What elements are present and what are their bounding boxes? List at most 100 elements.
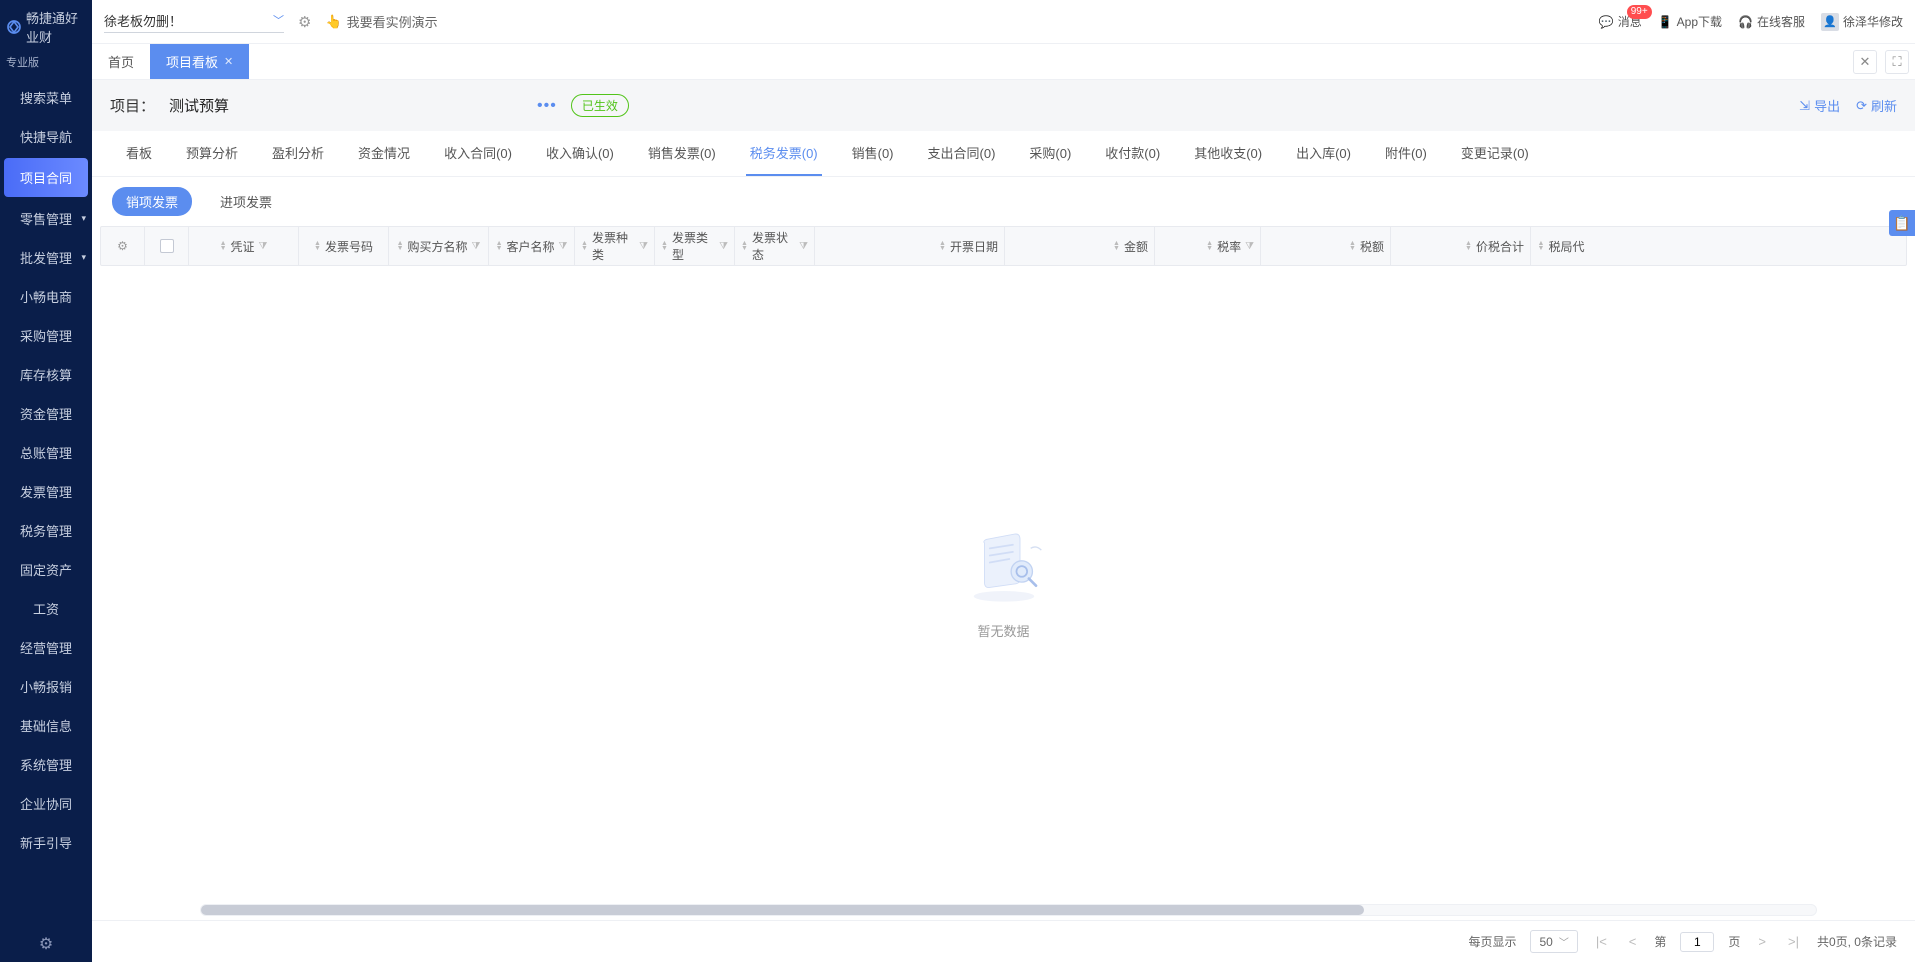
sidebar-item-5[interactable]: 小畅电商 <box>0 277 92 316</box>
page-number-input[interactable] <box>1680 932 1714 952</box>
sort-icon[interactable]: ▲▼ <box>496 241 503 251</box>
sort-icon[interactable]: ▲▼ <box>1465 241 1472 251</box>
module-tab-3[interactable]: 资金情况 <box>354 131 414 176</box>
filter-icon[interactable]: ⧩ <box>259 241 268 252</box>
sidebar-item-13[interactable]: 工资 <box>0 589 92 628</box>
close-icon[interactable]: ✕ <box>224 55 233 68</box>
sidebar-item-3[interactable]: 零售管理▾ <box>0 199 92 238</box>
column-header-9[interactable]: ▲▼税率⧩ <box>1155 227 1261 265</box>
filter-icon[interactable]: ⧩ <box>639 241 648 252</box>
sidebar-item-0[interactable]: 搜索菜单 <box>0 78 92 117</box>
column-header-2[interactable]: ▲▼购买方名称⧩ <box>389 227 489 265</box>
sidebar-item-19[interactable]: 新手引导 <box>0 823 92 862</box>
sidebar-item-9[interactable]: 总账管理 <box>0 433 92 472</box>
module-tab-11[interactable]: 收付款(0) <box>1101 131 1164 176</box>
app-download-button[interactable]: 📱 App下载 <box>1658 13 1722 30</box>
sub-tab-0[interactable]: 销项发票 <box>112 187 192 216</box>
side-help-button[interactable]: 📋 <box>1889 210 1915 236</box>
sidebar-item-18[interactable]: 企业协同 <box>0 784 92 823</box>
sidebar-item-7[interactable]: 库存核算 <box>0 355 92 394</box>
column-settings-button[interactable]: ⚙ <box>101 227 145 265</box>
column-header-5[interactable]: ▲▼发票类型⧩ <box>655 227 735 265</box>
sort-icon[interactable]: ▲▼ <box>1206 241 1213 251</box>
sidebar-item-6[interactable]: 采购管理 <box>0 316 92 355</box>
filter-icon[interactable]: ⧩ <box>472 241 481 252</box>
more-actions-button[interactable]: ••• <box>537 97 557 115</box>
horizontal-scrollbar[interactable] <box>200 904 1817 916</box>
export-button[interactable]: ⇲ 导出 <box>1799 96 1840 115</box>
sidebar-item-11[interactable]: 税务管理 <box>0 511 92 550</box>
sidebar-item-1[interactable]: 快捷导航 <box>0 117 92 156</box>
sidebar-item-12[interactable]: 固定资产 <box>0 550 92 589</box>
brand-name: 畅捷通好业财 <box>26 8 86 46</box>
column-header-7[interactable]: ▲▼开票日期 <box>815 227 1005 265</box>
sidebar-item-16[interactable]: 基础信息 <box>0 706 92 745</box>
last-page-button[interactable]: >| <box>1784 934 1803 949</box>
module-tab-12[interactable]: 其他收支(0) <box>1190 131 1266 176</box>
sort-icon[interactable]: ▲▼ <box>741 241 748 251</box>
settings-icon[interactable]: ⚙ <box>39 936 53 953</box>
sort-icon[interactable]: ▲▼ <box>1113 241 1120 251</box>
module-tab-6[interactable]: 销售发票(0) <box>644 131 720 176</box>
filter-icon[interactable]: ⧩ <box>1245 241 1254 252</box>
filter-icon[interactable]: ⧩ <box>719 241 728 252</box>
column-header-4[interactable]: ▲▼发票种类⧩ <box>575 227 655 265</box>
support-button[interactable]: 🎧 在线客服 <box>1738 13 1805 30</box>
filter-icon[interactable]: ⧩ <box>799 241 808 252</box>
sort-icon[interactable]: ▲▼ <box>1349 241 1356 251</box>
company-selector[interactable]: 徐老板勿删！ ﹀ <box>104 11 284 33</box>
module-tab-1[interactable]: 预算分析 <box>182 131 242 176</box>
sidebar-item-2[interactable]: 项目合同 <box>4 158 88 197</box>
sidebar-item-15[interactable]: 小畅报销 <box>0 667 92 706</box>
sort-icon[interactable]: ▲▼ <box>581 241 588 251</box>
module-tab-0[interactable]: 看板 <box>122 131 156 176</box>
select-all-checkbox[interactable] <box>145 227 189 265</box>
sort-icon[interactable]: ▲▼ <box>1538 241 1545 251</box>
sort-icon[interactable]: ▲▼ <box>661 241 668 251</box>
module-tab-5[interactable]: 收入确认(0) <box>542 131 618 176</box>
module-tab-4[interactable]: 收入合同(0) <box>440 131 516 176</box>
module-tab-7[interactable]: 税务发票(0) <box>746 131 822 176</box>
sort-icon[interactable]: ▲▼ <box>939 241 946 251</box>
column-header-0[interactable]: ▲▼凭证⧩ <box>189 227 299 265</box>
fullscreen-button[interactable]: ⛶ <box>1885 50 1909 74</box>
module-tab-8[interactable]: 销售(0) <box>848 131 898 176</box>
refresh-button[interactable]: ⟳ 刷新 <box>1856 96 1897 115</box>
prev-page-button[interactable]: < <box>1625 934 1641 949</box>
column-header-10[interactable]: ▲▼税额 <box>1261 227 1391 265</box>
sub-tab-1[interactable]: 进项发票 <box>206 187 286 216</box>
user-menu[interactable]: 👤 徐泽华修改 <box>1821 13 1903 31</box>
column-header-1[interactable]: ▲▼发票号码 <box>299 227 389 265</box>
module-tab-15[interactable]: 变更记录(0) <box>1457 131 1533 176</box>
messages-button[interactable]: 💬 消息 99+ <box>1599 13 1642 30</box>
sidebar-item-17[interactable]: 系统管理 <box>0 745 92 784</box>
sidebar-item-14[interactable]: 经营管理 <box>0 628 92 667</box>
gear-icon[interactable]: ⚙ <box>298 13 311 31</box>
refresh-icon: ⟳ <box>1856 98 1867 114</box>
module-tab-14[interactable]: 附件(0) <box>1381 131 1431 176</box>
column-header-8[interactable]: ▲▼金额 <box>1005 227 1155 265</box>
column-header-11[interactable]: ▲▼价税合计 <box>1391 227 1531 265</box>
module-tab-9[interactable]: 支出合同(0) <box>924 131 1000 176</box>
module-tab-10[interactable]: 采购(0) <box>1025 131 1075 176</box>
next-page-button[interactable]: > <box>1754 934 1770 949</box>
sort-icon[interactable]: ▲▼ <box>314 241 321 251</box>
column-header-3[interactable]: ▲▼客户名称⧩ <box>489 227 575 265</box>
module-tab-13[interactable]: 出入库(0) <box>1292 131 1355 176</box>
column-header-12[interactable]: ▲▼税局代 <box>1531 227 1591 265</box>
sort-icon[interactable]: ▲▼ <box>397 241 404 251</box>
sidebar-item-10[interactable]: 发票管理 <box>0 472 92 511</box>
sidebar-item-4[interactable]: 批发管理▾ <box>0 238 92 277</box>
page-tab-1[interactable]: 项目看板✕ <box>150 44 249 79</box>
sort-icon[interactable]: ▲▼ <box>220 241 227 251</box>
module-tab-2[interactable]: 盈利分析 <box>268 131 328 176</box>
per-page-select[interactable]: 50 ﹀ <box>1530 930 1577 953</box>
filter-icon[interactable]: ⧩ <box>559 241 568 252</box>
demo-link[interactable]: 👆 我要看实例演示 <box>325 12 437 31</box>
column-header-6[interactable]: ▲▼发票状态⧩ <box>735 227 815 265</box>
page-tab-0[interactable]: 首页 <box>92 44 150 79</box>
sidebar-item-8[interactable]: 资金管理 <box>0 394 92 433</box>
scrollbar-thumb[interactable] <box>201 905 1364 915</box>
close-all-tabs-button[interactable]: ✕ <box>1853 50 1877 74</box>
first-page-button[interactable]: |< <box>1592 934 1611 949</box>
